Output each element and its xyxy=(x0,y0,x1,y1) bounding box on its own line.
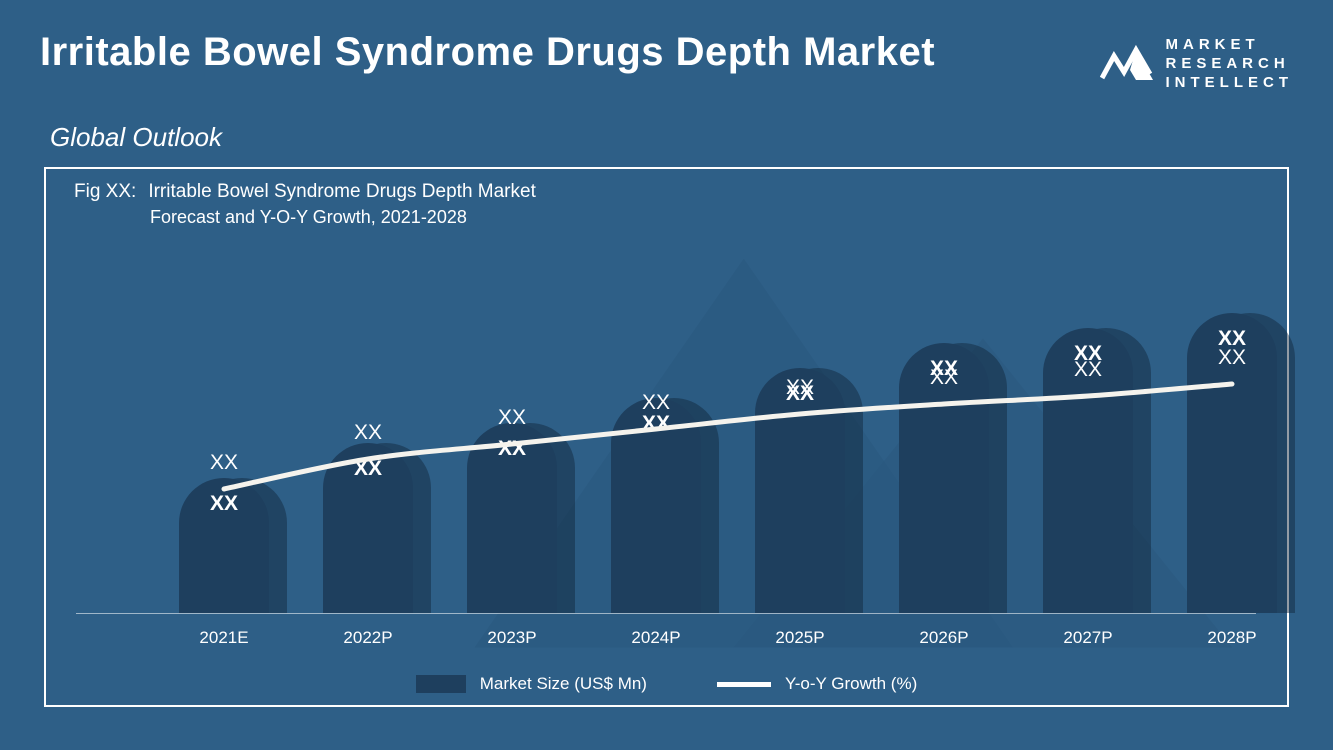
page-title: Irritable Bowel Syndrome Drugs Depth Mar… xyxy=(40,30,1100,74)
legend-item-bar: Market Size (US$ Mn) xyxy=(416,674,647,694)
x-tick: 2025P xyxy=(750,628,850,648)
line-value-label: XX xyxy=(482,406,542,430)
logo-text: MARKET RESEARCH INTELLECT xyxy=(1166,36,1294,92)
line-value-label: XX xyxy=(1202,346,1262,370)
x-tick: 2024P xyxy=(606,628,706,648)
bar-group: XX xyxy=(611,398,701,613)
x-tick: 2022P xyxy=(318,628,418,648)
figure-header: Fig XX: Irritable Bowel Syndrome Drugs D… xyxy=(66,181,1267,203)
x-tick: 2028P xyxy=(1182,628,1282,648)
x-tick: 2021E xyxy=(174,628,274,648)
bar-group: XX xyxy=(323,443,413,613)
subtitle: Global Outlook xyxy=(40,122,1293,153)
line-value-label: XX xyxy=(914,366,974,390)
line-value-label: XX xyxy=(194,451,254,475)
legend: Market Size (US$ Mn) Y-o-Y Growth (%) xyxy=(66,674,1267,694)
header: Irritable Bowel Syndrome Drugs Depth Mar… xyxy=(40,30,1293,92)
brand-logo: MARKET RESEARCH INTELLECT xyxy=(1100,36,1294,92)
bar-group: XX xyxy=(179,478,269,613)
x-tick: 2027P xyxy=(1038,628,1138,648)
bar-value-label: XX xyxy=(611,412,701,436)
legend-bar-label: Market Size (US$ Mn) xyxy=(480,674,647,694)
bar-group: XX xyxy=(467,423,557,613)
chart-frame: Fig XX: Irritable Bowel Syndrome Drugs D… xyxy=(44,167,1289,707)
x-tick: 2023P xyxy=(462,628,562,648)
page-root: Irritable Bowel Syndrome Drugs Depth Mar… xyxy=(0,0,1333,750)
x-axis: 2021E2022P2023P2024P2025P2026P2027P2028P xyxy=(76,628,1256,654)
logo-line-1: MARKET xyxy=(1166,36,1294,55)
figure-subtitle: Forecast and Y-O-Y Growth, 2021-2028 xyxy=(66,207,1267,228)
bar-value-label: XX xyxy=(323,457,413,481)
x-tick: 2026P xyxy=(894,628,994,648)
line-value-label: XX xyxy=(1058,358,1118,382)
logo-mark-icon xyxy=(1100,44,1154,84)
bar-value-label: XX xyxy=(179,492,269,516)
line-value-label: XX xyxy=(338,421,398,445)
legend-line-label: Y-o-Y Growth (%) xyxy=(785,674,917,694)
logo-line-2: RESEARCH xyxy=(1166,55,1294,74)
legend-line-icon xyxy=(717,682,771,687)
bar-value-label: XX xyxy=(467,437,557,461)
legend-bar-icon xyxy=(416,675,466,693)
legend-item-line: Y-o-Y Growth (%) xyxy=(717,674,917,694)
line-value-label: XX xyxy=(626,391,686,415)
logo-line-3: INTELLECT xyxy=(1166,74,1294,93)
bar-series: XXXXXXXXXXXXXXXX xyxy=(76,234,1256,613)
bar-group: XX xyxy=(755,368,845,613)
plot-area: XXXXXXXXXXXXXXXX XXXXXXXXXXXXXXXX xyxy=(76,234,1256,614)
figure-label: Fig XX: xyxy=(74,181,136,203)
line-value-label: XX xyxy=(770,376,830,400)
figure-title: Irritable Bowel Syndrome Drugs Depth Mar… xyxy=(148,181,536,203)
